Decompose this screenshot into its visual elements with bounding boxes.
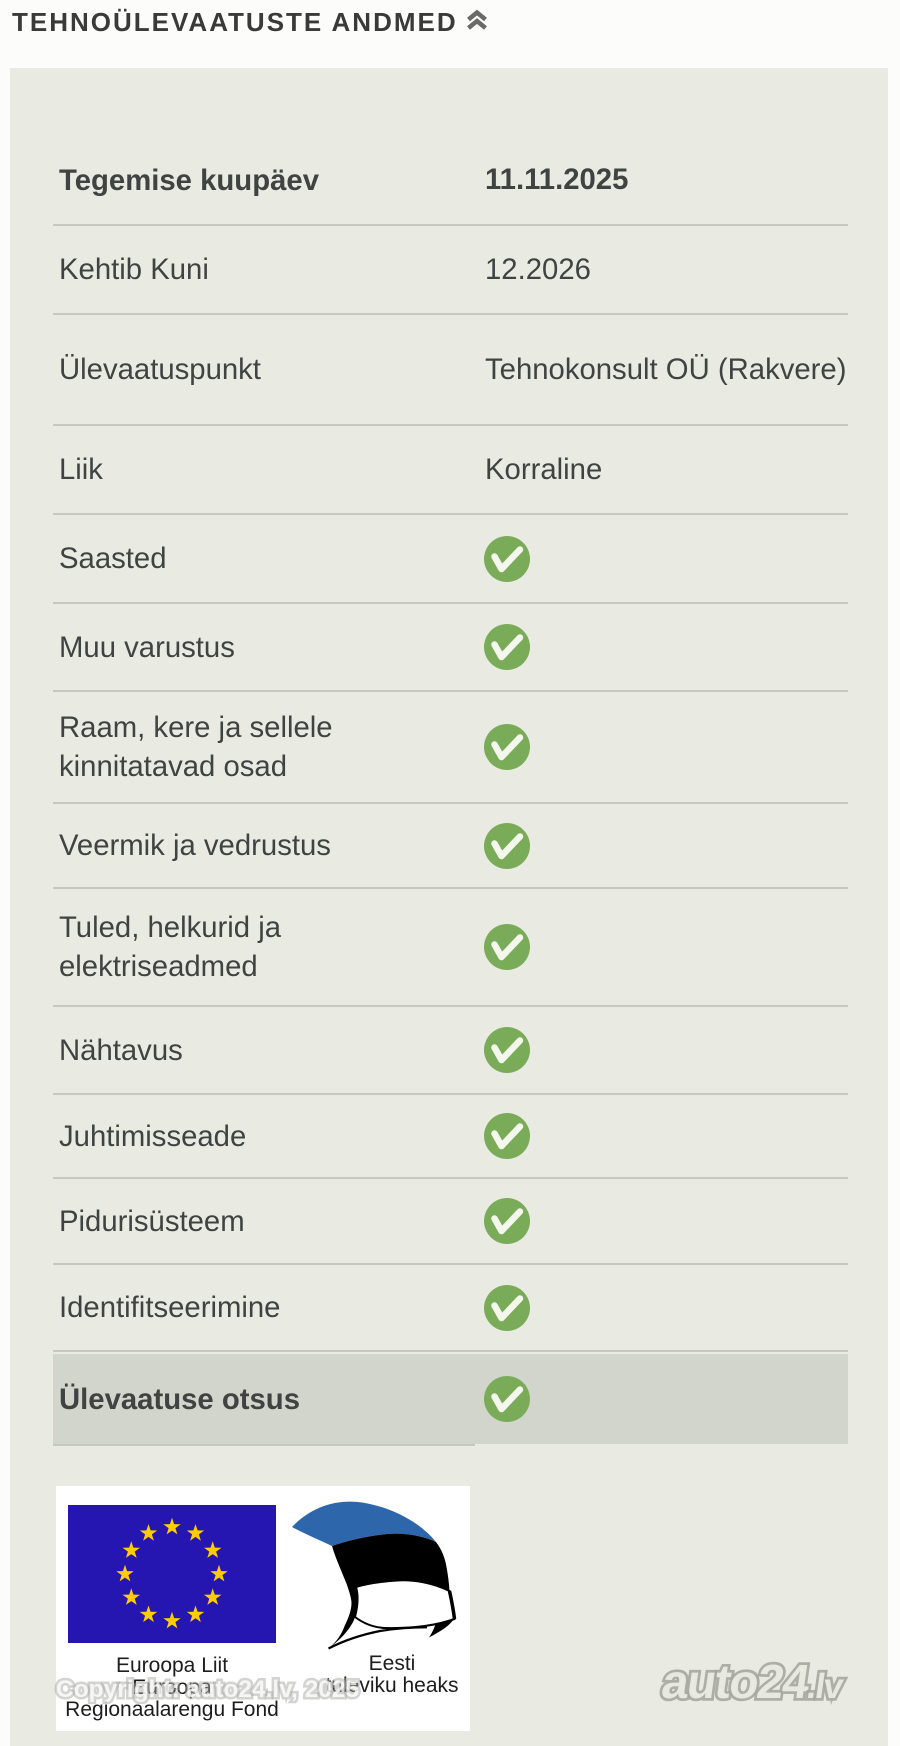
svg-text:Copyright: auto24.lv, 2025: Copyright: auto24.lv, 2025	[56, 1676, 359, 1703]
svg-text:auto24.lv: auto24.lv	[658, 1655, 848, 1709]
